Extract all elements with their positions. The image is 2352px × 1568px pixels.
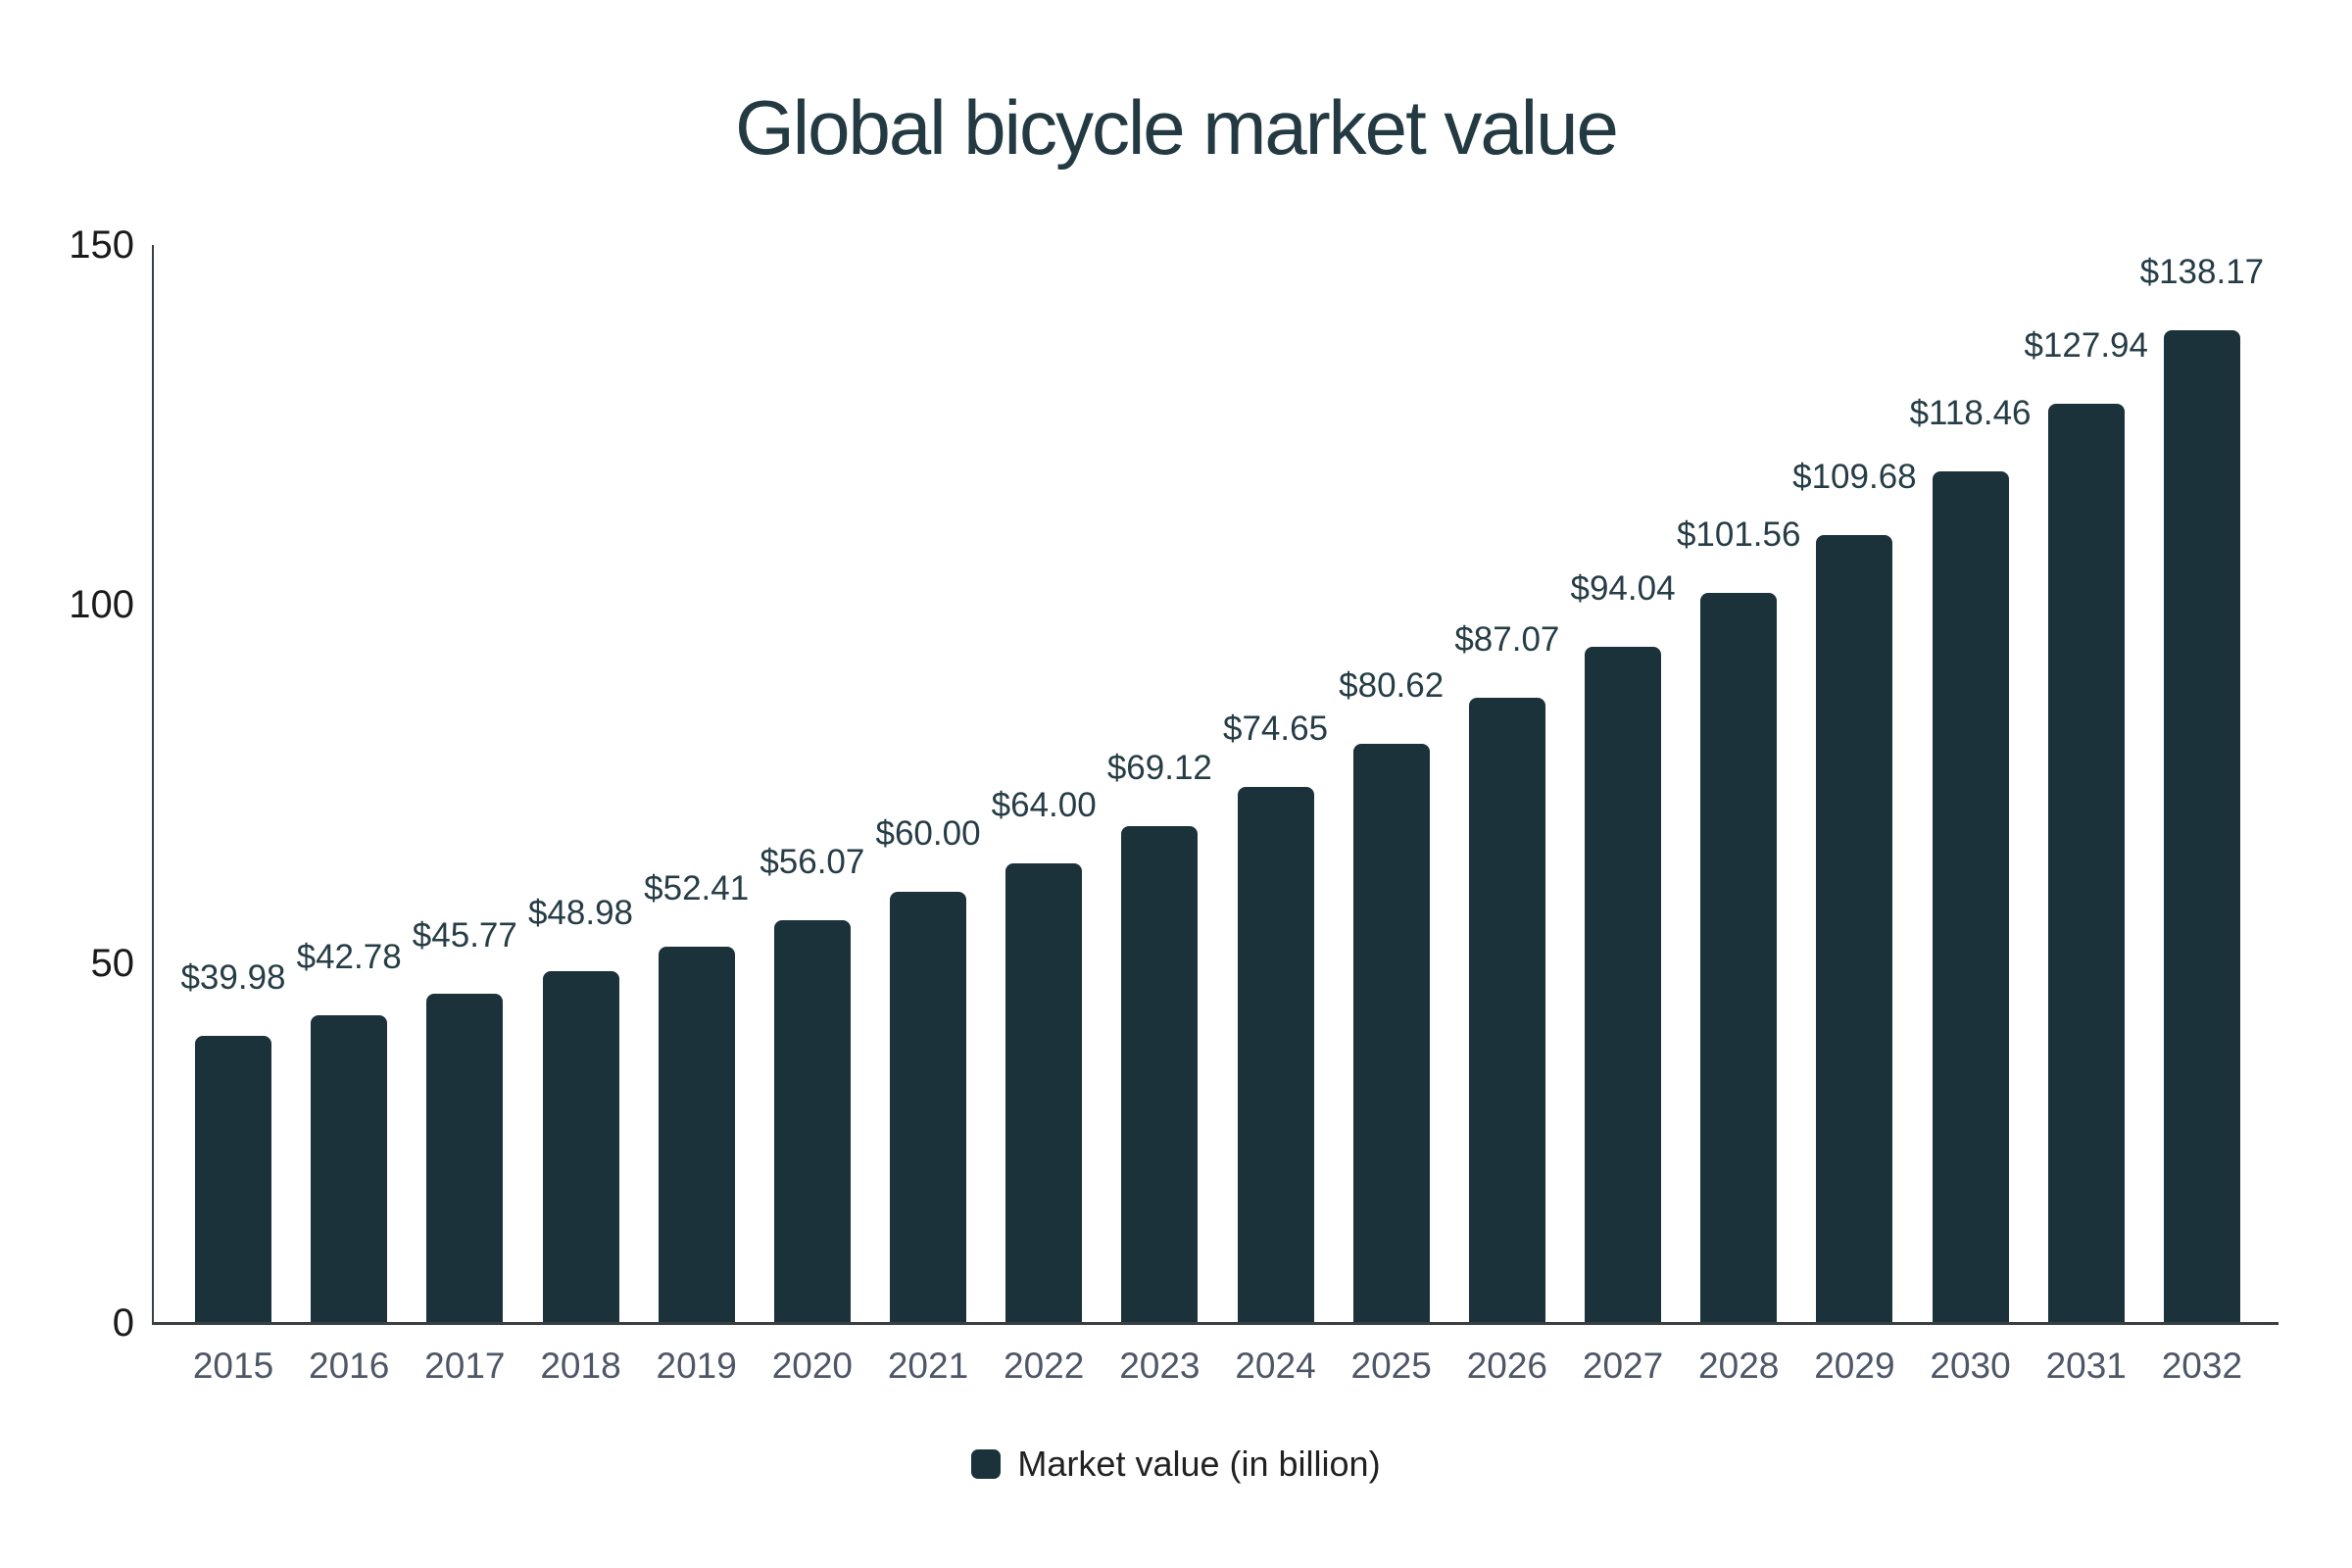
x-axis-line [152,1322,2278,1325]
y-tick-label: 150 [69,223,134,267]
bar-value-label: $48.98 [527,893,634,932]
legend-marker-icon [971,1449,1002,1479]
x-axis-label: 2030 [1930,1346,2011,1386]
x-axis-label: 2031 [2045,1346,2127,1386]
x-axis-label: 2020 [771,1346,853,1386]
x-axis-label: 2023 [1119,1346,1200,1386]
bar [195,1035,271,1323]
bar [311,1015,388,1323]
x-axis-label: 2026 [1466,1346,1548,1386]
bar [1816,534,1893,1323]
x-axis-label: 2032 [2161,1346,2243,1386]
bar-value-label: $39.98 [180,957,286,997]
y-tick-label: 0 [112,1301,134,1345]
bar [1005,862,1083,1323]
legend-label: Market value (in billion) [1017,1444,1381,1484]
bar-value-label: $74.65 [1222,709,1329,748]
x-axis-label: 2029 [1814,1346,1895,1386]
bar [2163,329,2240,1323]
y-axis-line [152,245,154,1323]
bar-value-label: $56.07 [760,842,865,881]
chart-title: Global bicycle market value [735,84,1619,171]
x-axis-label: 2028 [1698,1346,1780,1386]
bar-value-label: $118.46 [1909,394,2032,433]
bar [426,994,504,1323]
x-axis-label: 2021 [887,1346,969,1386]
bar-value-label: $69.12 [1106,749,1212,788]
bar [1237,786,1314,1323]
bar-value-label: $42.78 [296,938,402,977]
y-tick-label: 50 [90,942,135,986]
y-tick-label: 100 [69,582,134,626]
bar [658,946,735,1323]
bar-value-label: $80.62 [1339,665,1445,705]
bar-value-label: $101.56 [1676,515,1801,555]
x-axis-label: 2016 [309,1346,390,1386]
bar [1468,697,1545,1323]
bar [890,892,967,1323]
x-axis-label: 2019 [656,1346,737,1386]
x-axis-label: 2024 [1235,1346,1316,1386]
bar-value-label: $138.17 [2139,252,2265,291]
bar-value-label: $87.07 [1454,619,1560,659]
legend: Market value (in billion) [0,1445,2352,1484]
x-axis-label: 2017 [424,1346,506,1386]
bar [1121,826,1199,1323]
x-axis-label: 2015 [192,1346,274,1386]
bar [1700,593,1778,1323]
bar-value-label: $45.77 [412,916,517,956]
x-axis-label: 2022 [1004,1346,1085,1386]
x-axis-label: 2027 [1582,1346,1664,1386]
bar [1932,471,2009,1323]
bar-value-label: $60.00 [875,814,981,854]
bar [1352,743,1430,1323]
bar-value-label: $52.41 [644,868,750,907]
bar [1585,647,1662,1323]
x-axis-label: 2018 [540,1346,621,1386]
x-axis-label: 2025 [1350,1346,1432,1386]
bar [542,970,619,1323]
bar [2047,403,2125,1323]
bar [773,919,851,1323]
bar-value-label: $64.00 [991,785,1097,824]
bar-value-label: $109.68 [1792,457,1917,496]
bar-value-label: $127.94 [2024,325,2148,365]
bar-value-label: $94.04 [1570,569,1676,609]
